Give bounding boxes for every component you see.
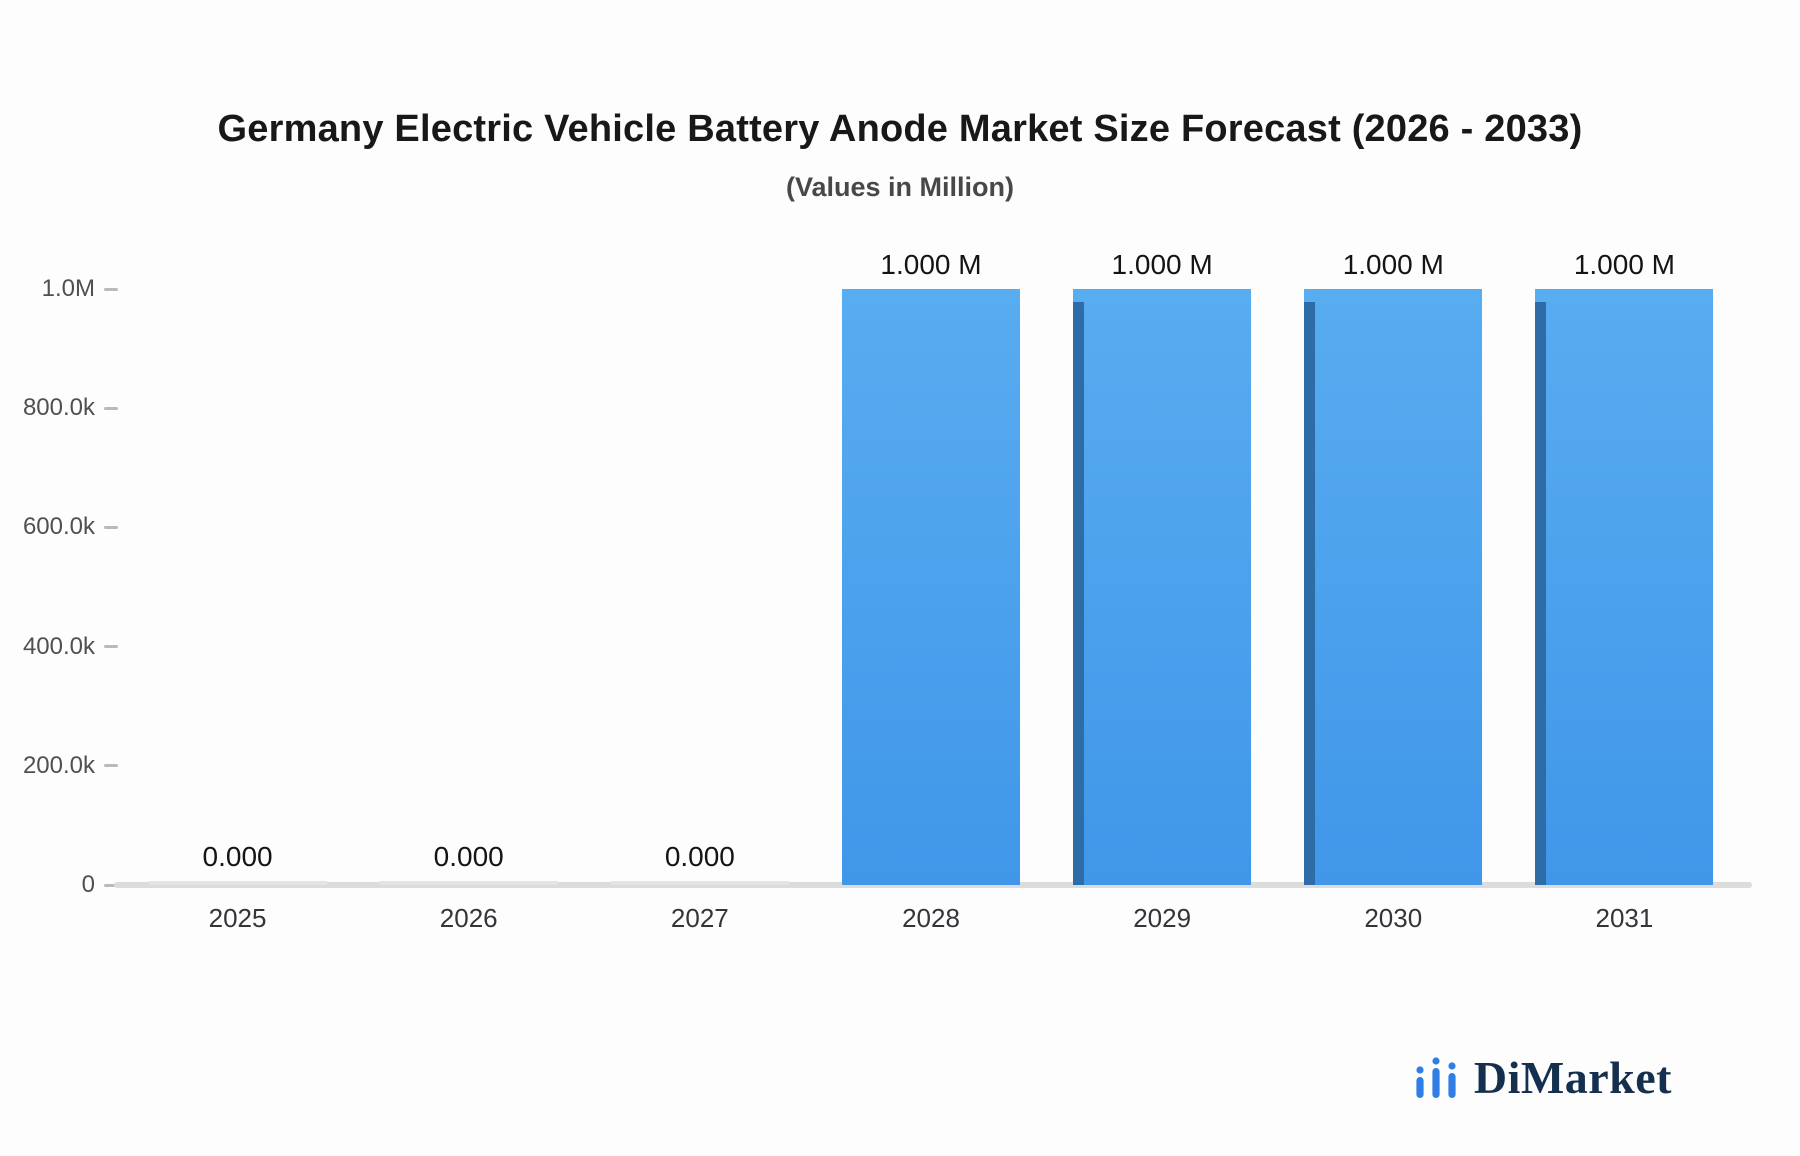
x-axis-label: 2028: [902, 903, 960, 933]
bar-slot: 0.000 2025: [122, 289, 353, 933]
y-axis: 0 200.0k 400.0k 600.0k 800.0k 1.0M: [0, 275, 118, 898]
bar-slot: 1.000 M 2028: [815, 249, 1046, 933]
x-axis-label: 2027: [670, 903, 729, 933]
bar: [1535, 289, 1714, 885]
y-tick-label: 800.0k: [22, 394, 95, 422]
bar-value-label: 1.000 M: [880, 249, 982, 280]
x-axis-label: 2026: [439, 903, 498, 933]
y-tick-mark: [104, 287, 118, 291]
y-tick-label: 1.0M: [41, 275, 95, 302]
y-tick: 1.0M: [17, 275, 118, 303]
bar-side-shade: [1304, 302, 1316, 885]
y-tick-mark: [104, 645, 118, 649]
x-axis-line: [114, 882, 1752, 888]
chart-title: Germany Electric Vehicle Battery Anode M…: [217, 108, 1583, 150]
bar-value-label: 0.000: [202, 841, 273, 872]
y-tick-label: 0: [81, 871, 95, 898]
bar-value-label: 1.000 M: [1111, 249, 1213, 280]
bar: [148, 881, 327, 885]
bar-value-label: 0.000: [664, 841, 735, 872]
bar: [1073, 289, 1252, 885]
y-tick: 0: [17, 871, 118, 899]
bar-slot: 0.000 2027: [584, 289, 815, 933]
bar-value-label: 1.000 M: [1573, 249, 1675, 280]
dimarket-logo: DiMarket: [1412, 1051, 1672, 1104]
bar: [379, 881, 558, 885]
y-tick: 800.0k: [17, 394, 118, 422]
y-tick-mark: [104, 525, 118, 529]
y-tick-mark: [104, 883, 118, 887]
x-axis-label: 2025: [208, 903, 267, 933]
bar-side-shade: [1073, 302, 1085, 885]
bar-slot: 1.000 M 2031: [1509, 249, 1740, 933]
bar: [842, 289, 1020, 885]
x-axis-label: 2031: [1595, 903, 1654, 933]
bar-value-label: 1.000 M: [1342, 249, 1444, 280]
bar-side-shade: [1535, 302, 1547, 885]
bar: [610, 881, 789, 885]
plot-area: 0.000 2025 0.000 2026 0.000 2027 1.000 M 2028 1.…: [114, 249, 1752, 933]
bar-slot: 1.000 M 2030: [1278, 249, 1509, 933]
y-tick-mark: [104, 406, 118, 410]
y-tick-label: 600.0k: [22, 513, 95, 541]
chart-subtitle: (Values in Million): [785, 172, 1015, 202]
bar: [1304, 289, 1483, 885]
logo-text: DiMarket: [1473, 1052, 1672, 1103]
bar-slot: 1.000 M 2029: [1047, 249, 1278, 933]
x-axis-label: 2030: [1364, 903, 1423, 933]
y-tick-label: 200.0k: [22, 751, 95, 779]
bar-value-label: 0.000: [433, 841, 504, 872]
y-tick: 600.0k: [17, 513, 118, 541]
y-tick: 400.0k: [17, 633, 118, 661]
bar-chart-logo-icon: [1416, 1056, 1456, 1098]
y-tick: 200.0k: [17, 752, 118, 780]
x-axis-label: 2029: [1133, 903, 1192, 933]
bar-slot: 0.000 2026: [353, 289, 584, 933]
y-tick-mark: [104, 764, 118, 768]
y-tick-label: 400.0k: [22, 632, 95, 660]
